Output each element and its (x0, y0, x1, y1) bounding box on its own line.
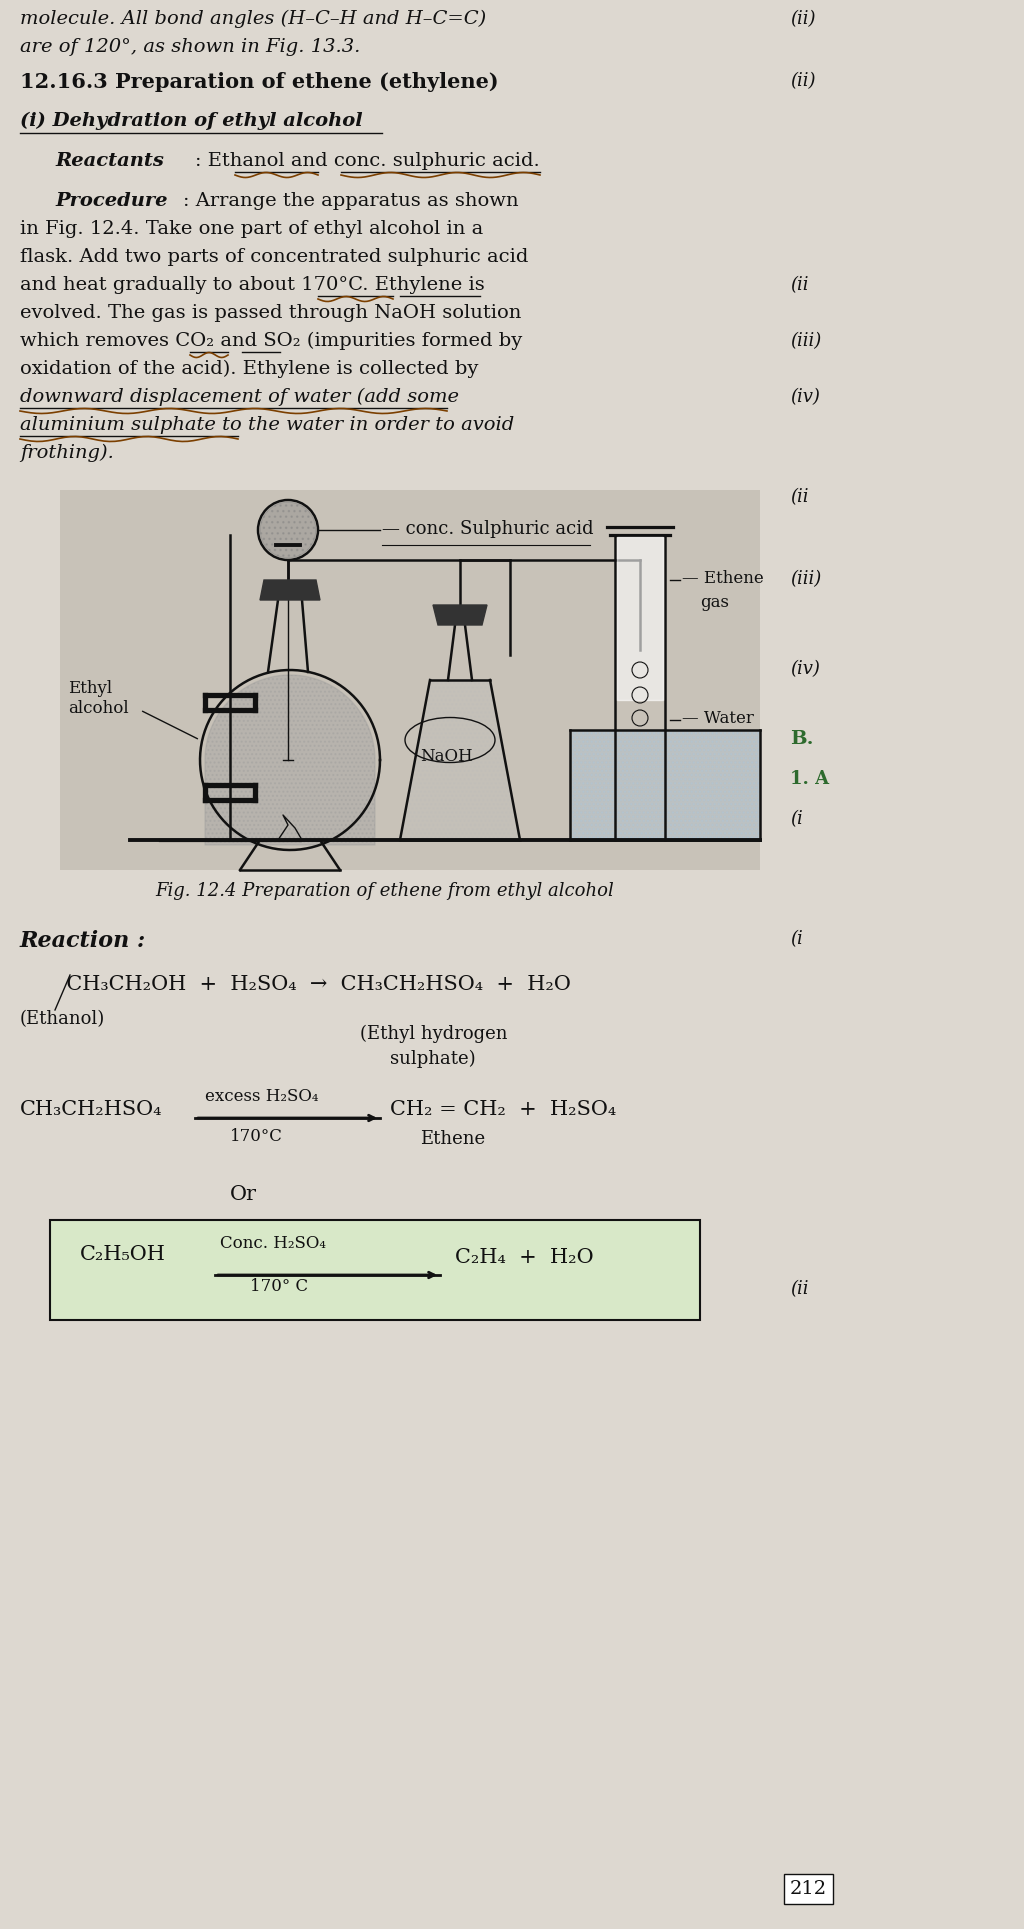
Text: (iv): (iv) (790, 660, 820, 677)
Polygon shape (570, 729, 760, 839)
Text: (ii: (ii (790, 276, 809, 293)
Text: molecule. All bond angles (H–C–H and H–C=C): molecule. All bond angles (H–C–H and H–C… (20, 10, 486, 29)
Text: (iii): (iii) (790, 332, 821, 349)
Text: Ethyl: Ethyl (68, 681, 112, 696)
Text: alcohol: alcohol (68, 700, 129, 718)
Text: 212: 212 (790, 1881, 827, 1898)
Text: 170° C: 170° C (250, 1279, 308, 1294)
Text: oxidation of the acid). Ethylene is collected by: oxidation of the acid). Ethylene is coll… (20, 361, 478, 378)
Text: — Ethene: — Ethene (682, 569, 764, 586)
Polygon shape (400, 681, 520, 839)
Text: (i: (i (790, 930, 803, 947)
Text: downward displacement of water (add some: downward displacement of water (add some (20, 388, 459, 407)
Text: evolved. The gas is passed through NaOH solution: evolved. The gas is passed through NaOH … (20, 305, 521, 322)
Text: B.: B. (790, 729, 813, 748)
Text: : Ethanol and conc. sulphuric acid.: : Ethanol and conc. sulphuric acid. (195, 152, 540, 170)
Text: C₂H₄  +  H₂O: C₂H₄ + H₂O (455, 1248, 594, 1267)
Text: Reaction :: Reaction : (20, 930, 146, 953)
Text: flask. Add two parts of concentrated sulphuric acid: flask. Add two parts of concentrated sul… (20, 249, 528, 266)
Text: are of 120°, as shown in Fig. 13.3.: are of 120°, as shown in Fig. 13.3. (20, 39, 360, 56)
Text: — conc. Sulphuric acid: — conc. Sulphuric acid (382, 521, 594, 538)
Text: (Ethyl hydrogen: (Ethyl hydrogen (360, 1024, 508, 1044)
Text: Reactants: Reactants (55, 152, 164, 170)
Text: (ii: (ii (790, 1281, 809, 1298)
Text: in Fig. 12.4. Take one part of ethyl alcohol in a: in Fig. 12.4. Take one part of ethyl alc… (20, 220, 483, 237)
Polygon shape (433, 606, 487, 625)
Text: and heat gradually to about 170°C. Ethylene is: and heat gradually to about 170°C. Ethyl… (20, 276, 484, 293)
Text: Ethene: Ethene (420, 1130, 485, 1148)
Text: CH₃CH₂HSO₄: CH₃CH₂HSO₄ (20, 1100, 163, 1119)
Polygon shape (617, 536, 663, 700)
Text: gas: gas (700, 594, 729, 611)
Text: aluminium sulphate to the water in order to avoid: aluminium sulphate to the water in order… (20, 417, 514, 434)
Text: Procedure: Procedure (55, 193, 168, 210)
Text: (i) Dehydration of ethyl alcohol: (i) Dehydration of ethyl alcohol (20, 112, 362, 131)
Text: which removes CO₂ and SO₂ (impurities formed by: which removes CO₂ and SO₂ (impurities fo… (20, 332, 522, 351)
Bar (60, 490, 760, 870)
Text: 12.16.3 Preparation of ethene (ethylene): 12.16.3 Preparation of ethene (ethylene) (20, 71, 499, 93)
Polygon shape (260, 502, 316, 557)
Text: (i: (i (790, 810, 803, 828)
Text: (ii): (ii) (790, 71, 815, 91)
Text: : Arrange the apparatus as shown: : Arrange the apparatus as shown (183, 193, 518, 210)
Text: CH₂ = CH₂  +  H₂SO₄: CH₂ = CH₂ + H₂SO₄ (390, 1100, 616, 1119)
Text: 1. A: 1. A (790, 770, 829, 789)
Text: — Water: — Water (682, 710, 754, 727)
Text: sulphate): sulphate) (390, 1049, 475, 1069)
Polygon shape (572, 729, 758, 837)
Text: 170°C: 170°C (230, 1128, 283, 1146)
Text: CH₃CH₂OH  +  H₂SO₄  →  CH₃CH₂HSO₄  +  H₂O: CH₃CH₂OH + H₂SO₄ → CH₃CH₂HSO₄ + H₂O (20, 974, 570, 993)
Text: (Ethanol): (Ethanol) (20, 1011, 105, 1028)
Text: (ii: (ii (790, 488, 809, 505)
Bar (50, 1219, 700, 1319)
Text: NaOH: NaOH (420, 748, 473, 766)
Text: Fig. 12.4 Preparation of ethene from ethyl alcohol: Fig. 12.4 Preparation of ethene from eth… (155, 882, 613, 901)
Text: frothing).: frothing). (20, 444, 114, 463)
Text: excess H₂SO₄: excess H₂SO₄ (205, 1088, 318, 1105)
Text: Or: Or (230, 1184, 257, 1204)
Polygon shape (260, 581, 319, 600)
Text: C₂H₅OH: C₂H₅OH (80, 1244, 166, 1263)
Text: (iii): (iii) (790, 569, 821, 588)
Text: (ii): (ii) (790, 10, 815, 29)
Text: (iv): (iv) (790, 388, 820, 405)
Text: Conc. H₂SO₄: Conc. H₂SO₄ (220, 1235, 326, 1252)
